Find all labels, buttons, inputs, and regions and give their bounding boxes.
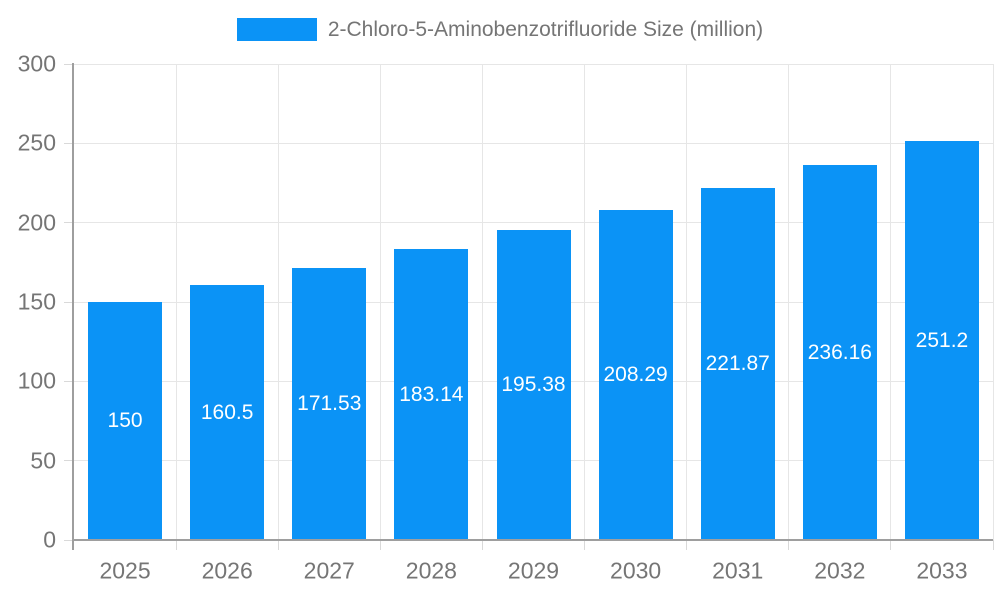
y-tick-mark <box>64 142 74 144</box>
y-tick-mark <box>64 380 74 382</box>
x-tick-mark <box>584 540 586 550</box>
legend-label: 2-Chloro-5-Aminobenzotrifluoride Size (m… <box>327 18 764 41</box>
y-axis-tick-label: 50 <box>30 447 56 474</box>
y-gridline <box>74 222 993 224</box>
x-tick-mark <box>890 540 892 550</box>
y-gridline <box>74 142 993 144</box>
x-axis-tick-label: 2025 <box>99 557 151 584</box>
bar-value-label: 221.87 <box>705 351 770 375</box>
bar-2026[interactable] <box>190 285 265 540</box>
bar-value-label: 236.16 <box>807 340 872 364</box>
bar-2031[interactable] <box>700 187 775 540</box>
x-gridline <box>481 64 483 540</box>
legend-swatch <box>236 18 317 41</box>
y-axis-tick-label: 300 <box>17 50 56 77</box>
bar-value-label: 208.29 <box>603 362 668 386</box>
y-tick-mark <box>64 63 74 65</box>
bar-2027[interactable] <box>292 267 367 540</box>
x-axis-tick-label: 2026 <box>201 557 253 584</box>
y-tick-mark <box>64 460 74 462</box>
x-gridline <box>890 64 892 540</box>
x-gridline <box>584 64 586 540</box>
y-tick-mark <box>64 222 74 224</box>
x-gridline <box>379 64 381 540</box>
x-axis-tick-label: 2029 <box>507 557 560 584</box>
x-gridline <box>788 64 790 540</box>
x-axis-tick-label: 2030 <box>610 557 662 584</box>
y-tick-mark <box>64 301 74 303</box>
x-tick-mark <box>481 540 483 550</box>
x-axis-tick-label: 2033 <box>916 557 968 584</box>
x-tick-mark <box>992 540 994 550</box>
x-tick-mark <box>686 540 688 550</box>
x-axis-tick-label: 2032 <box>814 557 866 584</box>
bar-value-label: 195.38 <box>501 372 566 396</box>
x-gridline <box>277 64 279 540</box>
x-gridline <box>686 64 688 540</box>
bar-2030[interactable] <box>598 209 673 540</box>
x-axis-line <box>72 539 993 541</box>
bar-value-label: 150 <box>107 409 143 432</box>
bar-2029[interactable] <box>496 229 571 540</box>
x-axis-tick-label: 2031 <box>712 557 764 584</box>
y-axis-tick-label: 100 <box>17 367 56 394</box>
bar-2033[interactable] <box>904 141 979 540</box>
legend: 2-Chloro-5-Aminobenzotrifluoride Size (m… <box>0 18 1000 41</box>
bar-value-label: 171.53 <box>297 391 362 415</box>
bar-value-label: 160.5 <box>200 400 254 424</box>
bar-value-label: 251.2 <box>915 328 969 352</box>
y-axis-tick-label: 200 <box>17 209 56 236</box>
bar-value-label: 183.14 <box>399 382 464 406</box>
x-gridline <box>992 64 994 540</box>
x-gridline <box>175 64 177 540</box>
x-tick-mark <box>788 540 790 550</box>
x-axis-tick-label: 2028 <box>405 557 457 584</box>
y-gridline <box>74 63 993 65</box>
bar-2032[interactable] <box>802 165 877 540</box>
y-tick-mark <box>64 539 74 541</box>
bar-2028[interactable] <box>394 249 469 540</box>
y-axis-tick-label: 0 <box>43 526 56 553</box>
y-axis-line <box>72 63 74 550</box>
bar-2025[interactable] <box>88 302 163 540</box>
x-tick-mark <box>379 540 381 550</box>
y-axis-tick-label: 250 <box>17 129 56 156</box>
y-axis-tick-label: 150 <box>17 288 56 315</box>
x-axis-tick-label: 2027 <box>303 557 355 584</box>
x-tick-mark <box>277 540 279 550</box>
x-tick-mark <box>175 540 177 550</box>
